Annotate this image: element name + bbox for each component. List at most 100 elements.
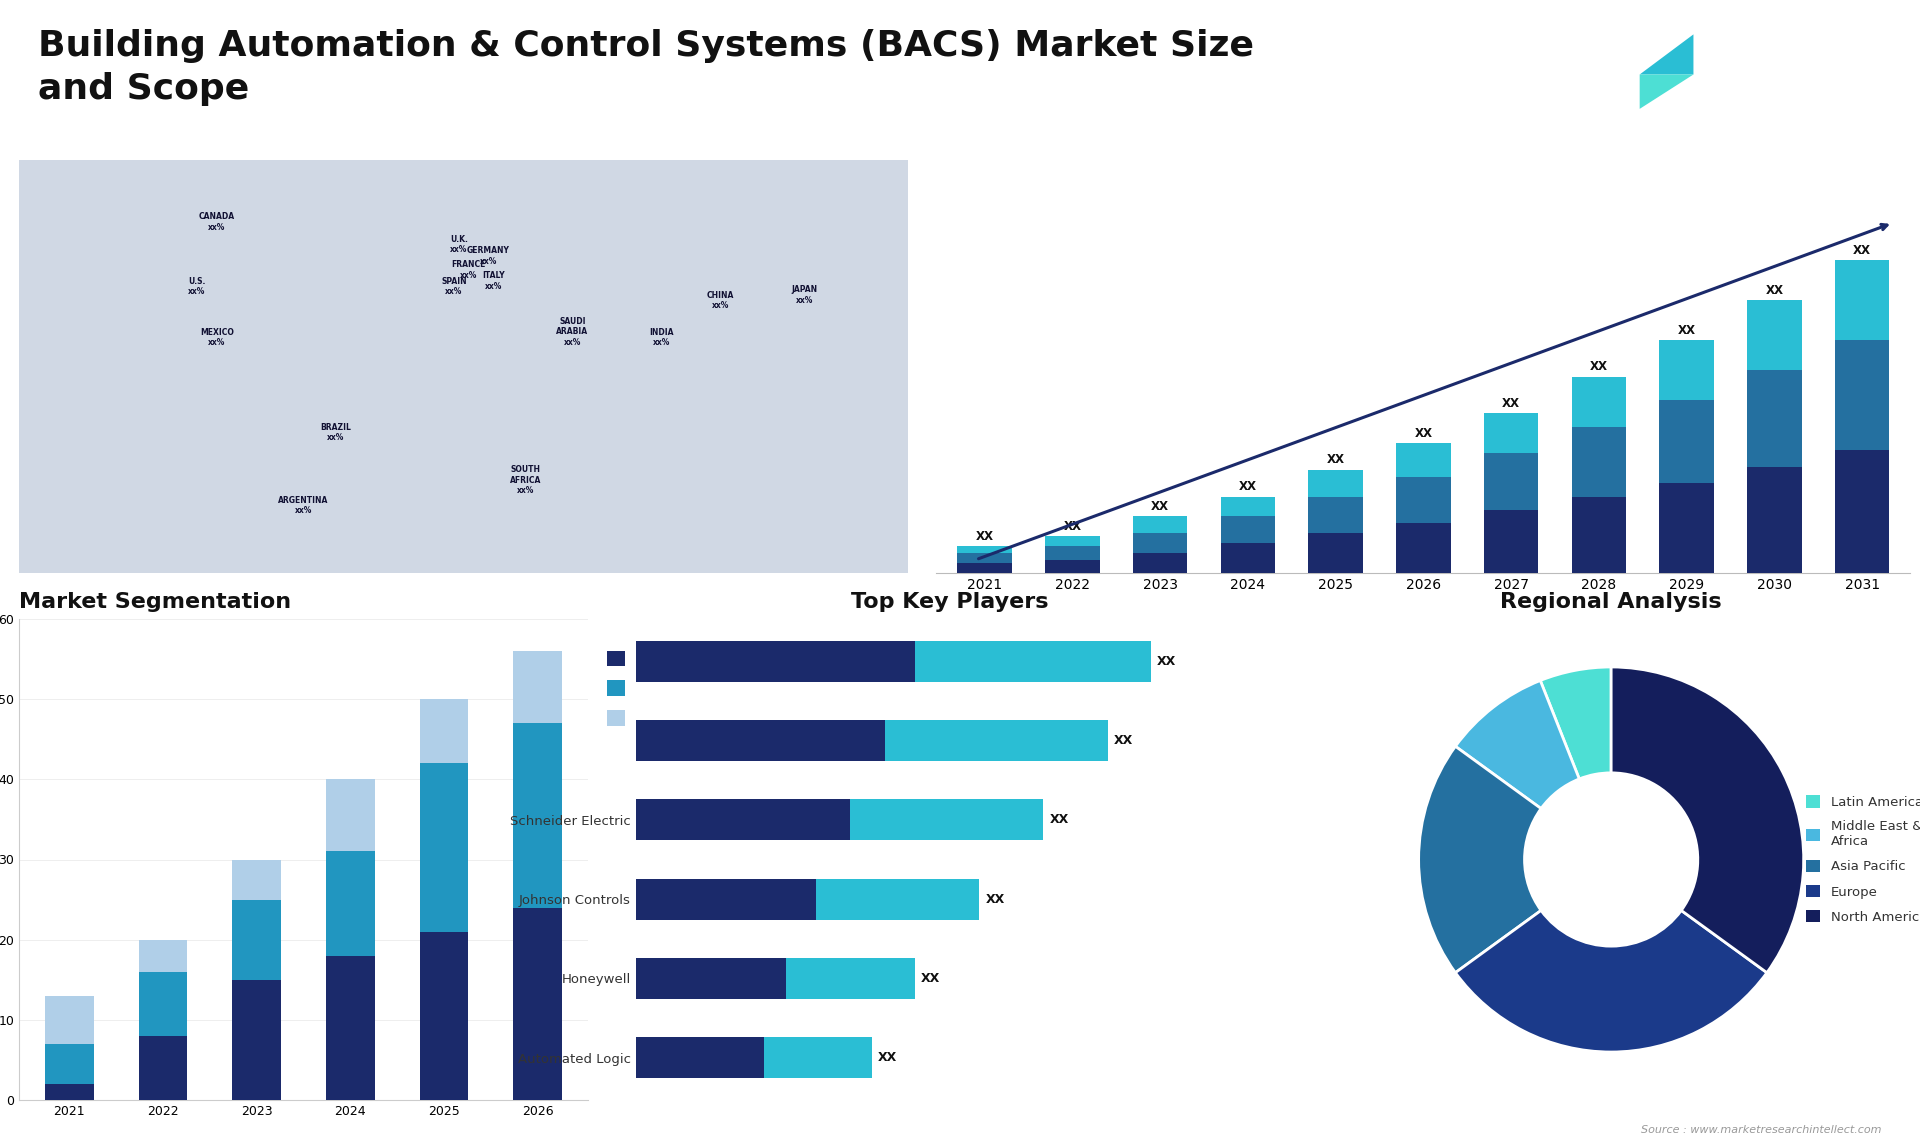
Bar — [785, 958, 914, 999]
Bar — [1044, 559, 1100, 573]
Bar — [138, 972, 188, 1036]
Bar — [1308, 533, 1363, 573]
Text: U.K.
xx%: U.K. xx% — [449, 235, 468, 254]
Bar — [958, 563, 1012, 573]
Text: SOUTH
AFRICA
xx%: SOUTH AFRICA xx% — [511, 465, 541, 495]
Text: XX: XX — [1238, 480, 1258, 493]
Text: XX: XX — [1152, 500, 1169, 512]
Polygon shape — [1640, 34, 1693, 74]
Text: XX: XX — [1764, 283, 1784, 297]
Text: INTELLECT: INTELLECT — [1711, 117, 1784, 131]
Bar — [885, 720, 1108, 761]
Bar — [1044, 536, 1100, 547]
Text: Source : www.marketresearchintellect.com: Source : www.marketresearchintellect.com — [1642, 1124, 1882, 1135]
Bar — [636, 958, 785, 999]
Text: U.S.
xx%: U.S. xx% — [188, 277, 205, 297]
Bar — [636, 799, 851, 840]
Text: XX: XX — [1678, 323, 1695, 337]
Legend: Type, Application, Geography: Type, Application, Geography — [607, 651, 722, 727]
Bar — [513, 651, 563, 723]
Text: Building Automation & Control Systems (BACS) Market Size
and Scope: Building Automation & Control Systems (B… — [38, 29, 1254, 107]
Polygon shape — [1640, 74, 1693, 109]
Text: XX: XX — [1327, 453, 1344, 466]
Bar — [1396, 523, 1452, 573]
Text: MEXICO
xx%: MEXICO xx% — [200, 328, 234, 347]
Bar — [1836, 450, 1889, 573]
Bar — [232, 860, 280, 900]
Bar — [1747, 300, 1801, 370]
Bar — [420, 763, 468, 932]
Bar — [636, 641, 914, 682]
Bar — [1572, 496, 1626, 573]
Bar — [513, 908, 563, 1100]
Circle shape — [1524, 772, 1697, 947]
Bar — [326, 779, 374, 851]
Text: INDIA
xx%: INDIA xx% — [649, 328, 674, 347]
Bar — [1133, 533, 1187, 554]
Bar — [1133, 517, 1187, 533]
Text: XX: XX — [1114, 735, 1133, 747]
Bar — [1133, 554, 1187, 573]
Text: ARGENTINA
xx%: ARGENTINA xx% — [278, 496, 328, 516]
Bar — [636, 1037, 764, 1078]
Bar — [513, 723, 563, 908]
Text: XX: XX — [1853, 244, 1872, 257]
Bar — [1659, 400, 1715, 484]
Title: Regional Analysis: Regional Analysis — [1500, 591, 1722, 612]
Bar — [326, 851, 374, 956]
Text: CANADA
xx%: CANADA xx% — [200, 212, 234, 231]
Text: BRAZIL
xx%: BRAZIL xx% — [321, 423, 351, 442]
Bar — [138, 1036, 188, 1100]
Text: RESEARCH: RESEARCH — [1711, 87, 1784, 101]
Bar — [232, 980, 280, 1100]
Text: XX: XX — [1158, 654, 1177, 668]
Text: XX: XX — [1050, 814, 1069, 826]
Text: XX: XX — [1415, 426, 1432, 440]
Bar — [958, 547, 1012, 554]
Bar — [138, 940, 188, 972]
Text: FRANCE
xx%: FRANCE xx% — [451, 260, 486, 280]
Bar — [1572, 377, 1626, 426]
Bar — [1221, 517, 1275, 543]
Bar — [44, 1084, 94, 1100]
Text: JAPAN
xx%: JAPAN xx% — [791, 285, 818, 305]
Bar — [1221, 496, 1275, 517]
Bar — [914, 641, 1150, 682]
Bar — [1308, 470, 1363, 496]
Bar — [1572, 426, 1626, 496]
Wedge shape — [1419, 746, 1542, 973]
Bar — [764, 1037, 872, 1078]
Bar — [1044, 547, 1100, 559]
Text: ITALY
xx%: ITALY xx% — [482, 272, 505, 291]
Bar — [1396, 477, 1452, 523]
Text: SAUDI
ARABIA
xx%: SAUDI ARABIA xx% — [557, 316, 589, 346]
Wedge shape — [1611, 667, 1803, 973]
Bar — [1659, 484, 1715, 573]
Bar — [958, 554, 1012, 563]
Wedge shape — [1455, 681, 1580, 809]
Title: Top Key Players: Top Key Players — [851, 591, 1048, 612]
Bar — [44, 1044, 94, 1084]
Text: GERMANY
xx%: GERMANY xx% — [467, 246, 511, 266]
Text: XX: XX — [1064, 519, 1081, 533]
Bar — [1484, 454, 1538, 510]
Bar — [1836, 260, 1889, 340]
Bar — [1484, 510, 1538, 573]
Bar — [1836, 340, 1889, 450]
Bar — [1747, 466, 1801, 573]
Bar — [232, 900, 280, 980]
Text: XX: XX — [975, 529, 995, 543]
Text: XX: XX — [922, 972, 941, 984]
Text: XX: XX — [1590, 360, 1607, 374]
Bar — [816, 879, 979, 920]
Bar — [420, 932, 468, 1100]
Bar — [326, 956, 374, 1100]
Legend: Latin America, Middle East &
Africa, Asia Pacific, Europe, North America: Latin America, Middle East & Africa, Asi… — [1801, 790, 1920, 929]
Bar — [636, 879, 816, 920]
Bar — [1221, 543, 1275, 573]
Text: MARKET: MARKET — [1718, 56, 1776, 70]
Bar — [1747, 370, 1801, 466]
Text: XX: XX — [877, 1051, 897, 1065]
Wedge shape — [1455, 910, 1766, 1052]
Bar — [420, 699, 468, 763]
